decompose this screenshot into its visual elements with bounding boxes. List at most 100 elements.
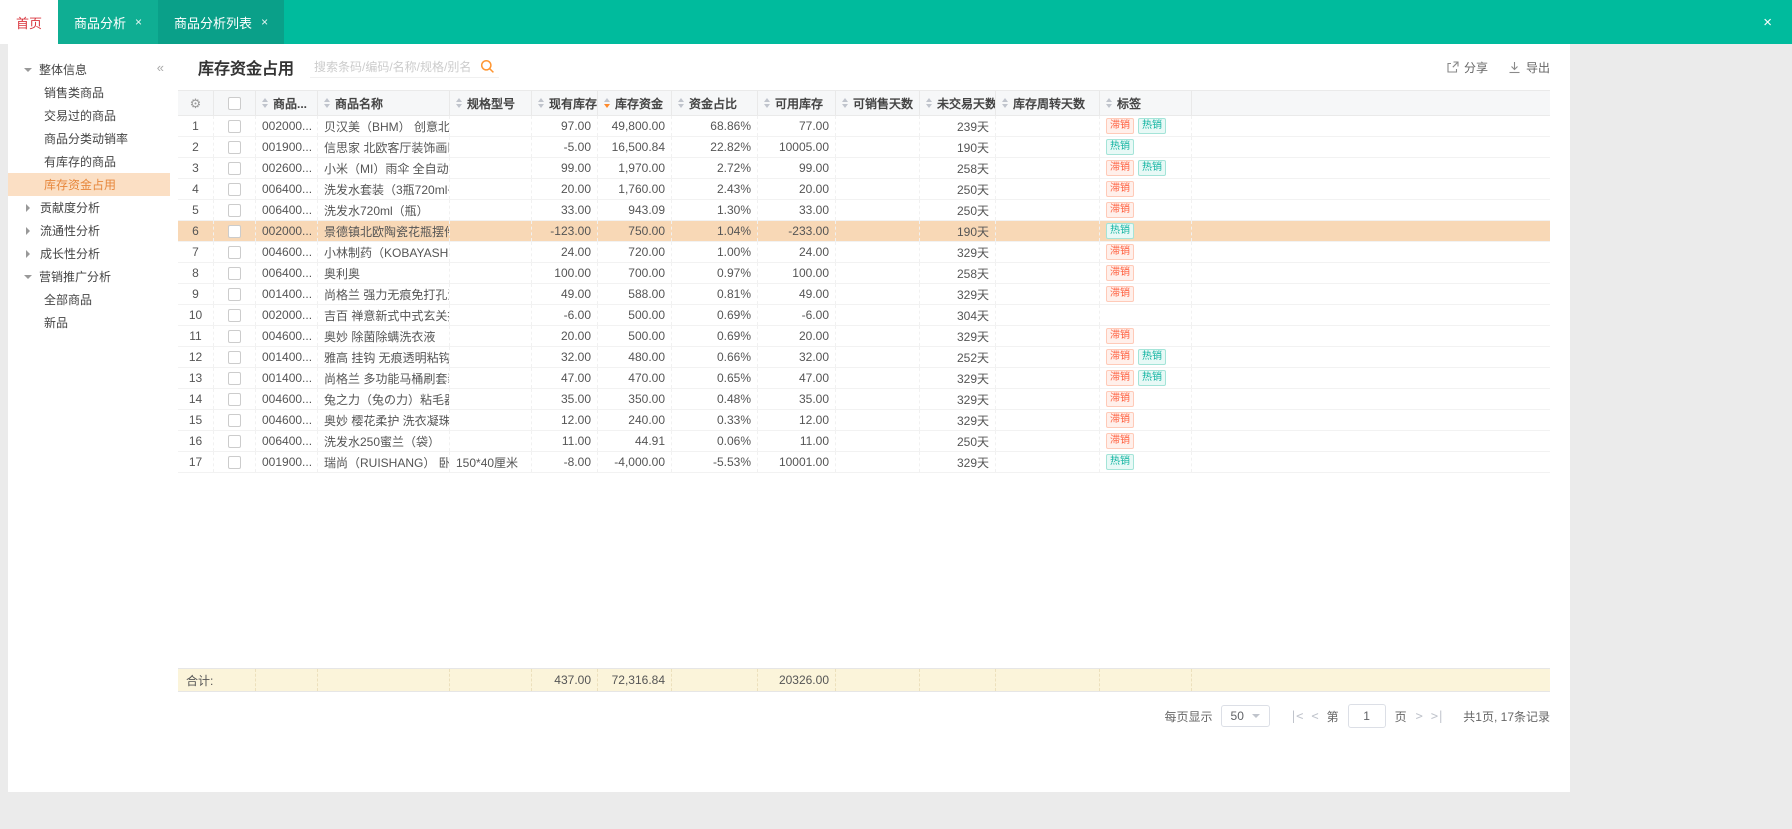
prev-page-button[interactable]: < (1311, 709, 1318, 723)
row-checkbox-cell[interactable] (214, 158, 256, 178)
next-page-button[interactable]: > (1415, 709, 1423, 723)
table-row[interactable]: 1 002000...贝汉美（BHM） 创意北欧花 97.0049,800.0068… (178, 116, 1550, 137)
gear-icon[interactable]: ⚙ (189, 95, 202, 111)
search-input[interactable] (314, 59, 475, 74)
table-row[interactable]: 8 006400... 奥利奥 100.00 700.00 0.97% 100.00 258天… (178, 263, 1550, 284)
search-icon[interactable] (480, 59, 495, 74)
sort-icon[interactable] (678, 98, 684, 108)
column-header-stock[interactable]: 现有库存 (532, 91, 598, 115)
sort-icon[interactable] (926, 98, 932, 108)
row-checkbox[interactable] (228, 308, 241, 322)
close-all-icon[interactable]: × (1763, 13, 1772, 31)
sort-icon[interactable] (764, 98, 770, 108)
per-page-select[interactable]: 50 (1220, 705, 1270, 727)
row-checkbox[interactable] (228, 350, 241, 364)
tab-product-analysis[interactable]: 商品分析 × (58, 0, 159, 44)
sidebar-item-group[interactable]: 流通性分析 (8, 219, 170, 242)
row-checkbox[interactable] (228, 245, 241, 259)
table-row[interactable]: 16 006400... 洗发水250蜜兰（袋） 11.00 44.91 0.06% 11.… (178, 431, 1550, 452)
column-header-name[interactable]: 商品名称 (318, 91, 450, 115)
select-all-cell[interactable] (214, 91, 256, 115)
sidebar-item-leaf[interactable]: 全部商品 (8, 288, 170, 311)
row-checkbox[interactable] (228, 266, 241, 280)
row-checkbox-cell[interactable] (214, 452, 256, 472)
sort-icon[interactable] (1002, 98, 1008, 108)
select-all-checkbox[interactable] (228, 96, 241, 110)
table-row[interactable]: 11 004600... 奥妙 除菌除螨洗衣液 20.00 500.00 0.69% 20.… (178, 326, 1550, 347)
row-checkbox[interactable] (228, 140, 241, 154)
sort-icon[interactable] (538, 98, 544, 108)
table-row[interactable]: 4006400...洗发水套装（3瓶720ml+1瓶20.001,760.002… (178, 179, 1550, 200)
row-checkbox-cell[interactable] (214, 389, 256, 409)
row-checkbox-cell[interactable] (214, 116, 256, 136)
last-page-button[interactable]: >| (1430, 709, 1444, 723)
sidebar-collapse-icon[interactable]: « (156, 60, 164, 75)
row-checkbox[interactable] (228, 413, 241, 427)
row-checkbox-cell[interactable] (214, 347, 256, 367)
sidebar-item-group[interactable]: 成长性分析 (8, 242, 170, 265)
row-checkbox-cell[interactable] (214, 137, 256, 157)
table-row[interactable]: 14004600...兔之力（兔の力）粘毛器粘35.00350.000.48%3… (178, 389, 1550, 410)
sort-icon[interactable] (324, 98, 330, 108)
row-checkbox[interactable] (228, 434, 241, 448)
search-box[interactable] (310, 56, 500, 78)
column-header-funds[interactable]: 库存资金 (598, 91, 672, 115)
row-checkbox-cell[interactable] (214, 410, 256, 430)
sidebar-item-group[interactable]: 整体信息 (8, 58, 170, 81)
sort-icon[interactable] (456, 98, 462, 108)
sort-icon[interactable] (262, 98, 268, 108)
row-checkbox-cell[interactable] (214, 368, 256, 388)
first-page-button[interactable]: |< (1289, 709, 1303, 723)
settings-gear-cell[interactable]: ⚙ (178, 91, 214, 115)
row-checkbox[interactable] (228, 455, 241, 469)
sidebar-item-leaf[interactable]: 销售类商品 (8, 81, 170, 104)
row-checkbox[interactable] (228, 329, 241, 343)
row-checkbox-cell[interactable] (214, 200, 256, 220)
share-button[interactable]: 分享 (1446, 59, 1488, 76)
table-row[interactable]: 2 001900...信思家 北欧客厅装饰画卧室 -5.0016,500.8422.… (178, 137, 1550, 158)
column-header-code[interactable]: 商品... (256, 91, 318, 115)
table-row[interactable]: 17 001900...瑞尚（RUISHANG） 卧室装150*40厘米-8.00… (178, 452, 1550, 473)
sidebar-item-leaf[interactable]: 新品 (8, 311, 170, 334)
sort-icon[interactable] (842, 98, 848, 108)
sidebar-item-leaf[interactable]: 商品分类动销率 (8, 127, 170, 150)
column-header-selldays[interactable]: 可销售天数 (836, 91, 920, 115)
row-checkbox[interactable] (228, 371, 241, 385)
row-checkbox-cell[interactable] (214, 242, 256, 262)
page-number-input[interactable] (1347, 704, 1386, 728)
sidebar-item-leaf[interactable]: 有库存的商品 (8, 150, 170, 173)
sort-icon[interactable] (1106, 98, 1112, 108)
table-row[interactable]: 6 002000...景德镇北欧陶瓷花瓶摆件 优 -123.00750.001.04… (178, 221, 1550, 242)
column-header-notrade[interactable]: 未交易天数 (920, 91, 996, 115)
row-checkbox-cell[interactable] (214, 326, 256, 346)
row-checkbox[interactable] (228, 287, 241, 301)
sort-icon[interactable] (604, 98, 610, 108)
row-checkbox[interactable] (228, 392, 241, 406)
row-checkbox-cell[interactable] (214, 284, 256, 304)
tab-close-icon[interactable]: × (135, 15, 143, 29)
sidebar-item-leaf[interactable]: 交易过的商品 (8, 104, 170, 127)
column-header-spec[interactable]: 规格型号 (450, 91, 532, 115)
row-checkbox[interactable] (228, 224, 241, 238)
row-checkbox[interactable] (228, 119, 241, 133)
tab-close-icon[interactable]: × (261, 15, 269, 29)
sidebar-item-group[interactable]: 贡献度分析 (8, 196, 170, 219)
column-header-avail[interactable]: 可用库存 (758, 91, 836, 115)
table-row[interactable]: 5 006400... 洗发水720ml（瓶） 33.00 943.09 1.30% 33.… (178, 200, 1550, 221)
column-header-tags[interactable]: 标签 (1100, 91, 1192, 115)
row-checkbox[interactable] (228, 161, 241, 175)
column-header-ratio[interactable]: 资金占比 (672, 91, 758, 115)
column-header-turnover[interactable]: 库存周转天数 (996, 91, 1100, 115)
row-checkbox-cell[interactable] (214, 263, 256, 283)
row-checkbox-cell[interactable] (214, 221, 256, 241)
row-checkbox[interactable] (228, 182, 241, 196)
row-checkbox-cell[interactable] (214, 305, 256, 325)
row-checkbox[interactable] (228, 203, 241, 217)
export-button[interactable]: 导出 (1508, 59, 1550, 76)
row-checkbox-cell[interactable] (214, 179, 256, 199)
